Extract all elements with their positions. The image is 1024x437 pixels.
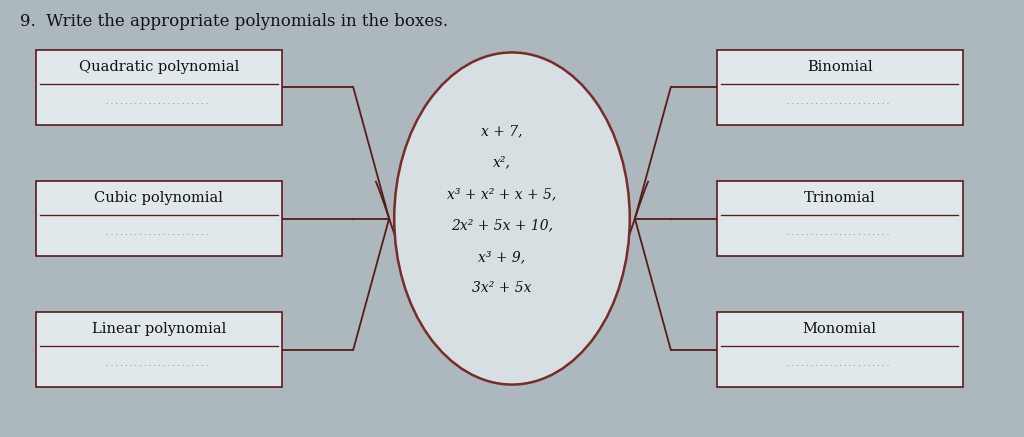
Text: 3x² + 5x: 3x² + 5x [472,281,531,295]
FancyBboxPatch shape [36,181,282,256]
Ellipse shape [394,52,630,385]
Text: Cubic polynomial: Cubic polynomial [94,191,223,205]
Text: Monomial: Monomial [803,322,877,336]
FancyBboxPatch shape [36,312,282,387]
Text: x²,: x², [493,156,511,170]
Text: · · · · · · · · · · · · · · · · · · · · · ·: · · · · · · · · · · · · · · · · · · · · … [106,100,211,109]
Text: x³ + 9,: x³ + 9, [478,250,525,264]
Text: Quadratic polynomial: Quadratic polynomial [79,60,239,74]
FancyBboxPatch shape [717,181,963,256]
FancyBboxPatch shape [717,50,963,125]
FancyBboxPatch shape [717,312,963,387]
FancyBboxPatch shape [36,50,282,125]
Text: x³ + x² + x + 5,: x³ + x² + x + 5, [447,187,556,201]
Text: 9.  Write the appropriate polynomials in the boxes.: 9. Write the appropriate polynomials in … [20,13,449,30]
Text: 2x² + 5x + 10,: 2x² + 5x + 10, [451,218,553,232]
Text: Linear polynomial: Linear polynomial [91,322,226,336]
Text: Trinomial: Trinomial [804,191,876,205]
Text: x + 7,: x + 7, [481,124,522,138]
Text: · · · · · · · · · · · · · · · · · · · · · ·: · · · · · · · · · · · · · · · · · · · · … [787,362,892,371]
Text: · · · · · · · · · · · · · · · · · · · · · ·: · · · · · · · · · · · · · · · · · · · · … [106,231,211,240]
Text: · · · · · · · · · · · · · · · · · · · · · ·: · · · · · · · · · · · · · · · · · · · · … [787,100,892,109]
Text: · · · · · · · · · · · · · · · · · · · · · ·: · · · · · · · · · · · · · · · · · · · · … [787,231,892,240]
Text: · · · · · · · · · · · · · · · · · · · · · ·: · · · · · · · · · · · · · · · · · · · · … [106,362,211,371]
Text: Binomial: Binomial [807,60,872,74]
